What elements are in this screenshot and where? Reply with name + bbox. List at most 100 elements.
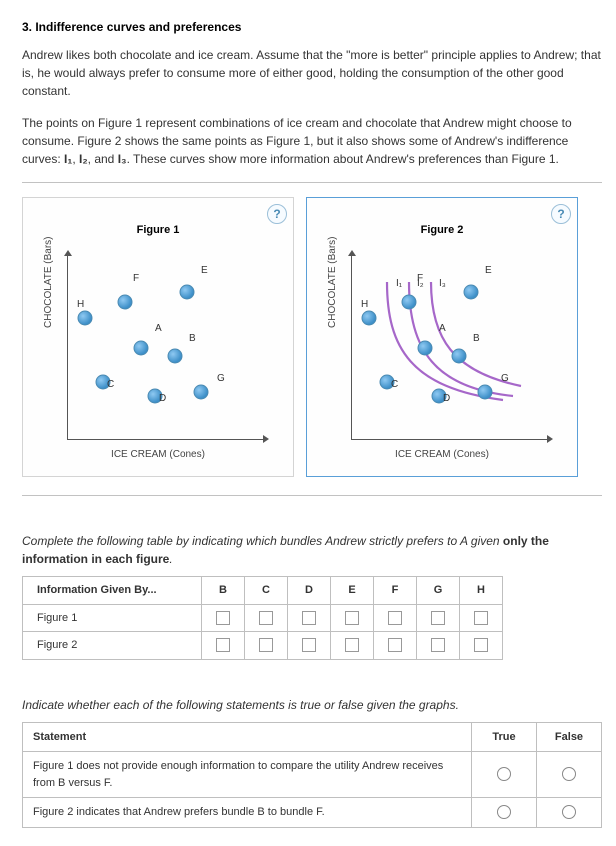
point-label-c: C [391,377,398,392]
point-label-c: C [107,377,114,392]
checkbox[interactable] [302,611,316,625]
table-row: Figure 2 indicates that Andrew prefers b… [23,798,602,828]
x-axis [67,439,267,440]
data-point-e[interactable] [464,285,479,300]
point-label-e: E [485,263,492,278]
data-point-e[interactable] [180,285,195,300]
curve-label-i3: I₃ [439,276,446,291]
statement: Figure 1 does not provide enough informa… [23,752,472,798]
figure-2-xlabel: ICE CREAM (Cones) [307,447,577,462]
checkbox[interactable] [345,611,359,625]
point-label-h: H [77,297,84,312]
checkbox[interactable] [259,611,273,625]
point-label-d: D [443,391,450,406]
point-label-g: G [217,371,225,386]
point-label-d: D [159,391,166,406]
heading: 3. Indifference curves and preferences [22,18,602,36]
col-header: B [202,577,245,605]
col-header: G [417,577,460,605]
radio-false[interactable] [562,767,576,781]
checkbox[interactable] [216,611,230,625]
radio-true[interactable] [497,805,511,819]
point-label-b: B [189,331,196,346]
truefalse-table: Statement True False Figure 1 does not p… [22,722,602,828]
data-point-b[interactable] [168,349,183,364]
col-header-true: True [472,722,537,752]
figures-row: ? Figure 1 CHOCOLATE (Bars) H F E A B C D G ICE… [22,197,602,477]
pref-instr-c: . [169,552,172,566]
para2-sep1: , [72,152,79,166]
para2-text-b: . These curves show more information abo… [127,152,559,166]
data-point-h[interactable] [362,311,377,326]
statement: Figure 2 indicates that Andrew prefers b… [23,798,472,828]
checkbox[interactable] [345,638,359,652]
figure-1: ? Figure 1 CHOCOLATE (Bars) H F E A B C D G ICE… [22,197,294,477]
checkbox[interactable] [388,638,402,652]
checkbox[interactable] [431,611,445,625]
data-point-a[interactable] [418,341,433,356]
checkbox[interactable] [302,638,316,652]
table-header: Information Given By... B C D E F G H [23,577,503,605]
checkbox[interactable] [431,638,445,652]
table-row: Figure 1 [23,604,503,632]
col-header: F [374,577,417,605]
col-header: D [288,577,331,605]
table-row: Figure 2 [23,632,503,660]
table-row: Figure 1 does not provide enough informa… [23,752,602,798]
point-label-e: E [201,263,208,278]
point-label-g: G [501,371,509,386]
para2-i3: I₃ [118,152,127,166]
data-point-b[interactable] [452,349,467,364]
para2-i2: I₂ [79,152,88,166]
checkbox[interactable] [474,638,488,652]
checkbox[interactable] [474,611,488,625]
radio-true[interactable] [497,767,511,781]
point-label-f: F [133,271,139,286]
tf-instructions: Indicate whether each of the following s… [22,696,602,714]
para2-sep2: , and [88,152,118,166]
row-label: Figure 1 [23,604,202,632]
data-point-g[interactable] [194,385,209,400]
figure-2-plot: I₁I₂I₃HFEABCDG [351,252,551,440]
point-label-f: F [417,271,423,286]
table-header: Statement True False [23,722,602,752]
checkbox[interactable] [216,638,230,652]
point-label-b: B [473,331,480,346]
indifference-curves [351,252,551,440]
figure-1-plot: H F E A B C D G [67,252,267,440]
figure-2: ? Figure 2 CHOCOLATE (Bars) I₁I₂I₃HFEABC… [306,197,578,477]
data-point-f[interactable] [402,295,417,310]
figure-2-ylabel: CHOCOLATE (Bars) [325,237,340,329]
col-header: C [245,577,288,605]
col-header: H [460,577,503,605]
data-point-g[interactable] [478,385,493,400]
pref-instr-a: Complete the following table by indicati… [22,534,503,548]
data-point-h[interactable] [78,311,93,326]
y-axis [351,252,352,440]
indifference-curve-2 [409,282,513,396]
divider [22,495,602,496]
checkbox[interactable] [388,611,402,625]
figure-1-xlabel: ICE CREAM (Cones) [23,447,293,462]
data-point-f[interactable] [118,295,133,310]
col-header-false: False [537,722,602,752]
help-icon[interactable]: ? [551,204,571,224]
radio-false[interactable] [562,805,576,819]
col-header-info: Information Given By... [23,577,202,605]
checkbox[interactable] [259,638,273,652]
help-icon[interactable]: ? [267,204,287,224]
preference-table: Information Given By... B C D E F G H Fi… [22,576,503,660]
col-header-statement: Statement [23,722,472,752]
y-axis [67,252,68,440]
divider [22,182,602,183]
curve-label-i1: I₁ [396,276,402,291]
data-point-a[interactable] [134,341,149,356]
row-label: Figure 2 [23,632,202,660]
x-axis [351,439,551,440]
figure-1-title: Figure 1 [23,222,293,239]
point-label-a: A [439,321,446,336]
paragraph-1: Andrew likes both chocolate and ice crea… [22,46,602,100]
figure-1-ylabel: CHOCOLATE (Bars) [41,237,56,329]
paragraph-2: The points on Figure 1 represent combina… [22,114,602,168]
point-label-a: A [155,321,162,336]
